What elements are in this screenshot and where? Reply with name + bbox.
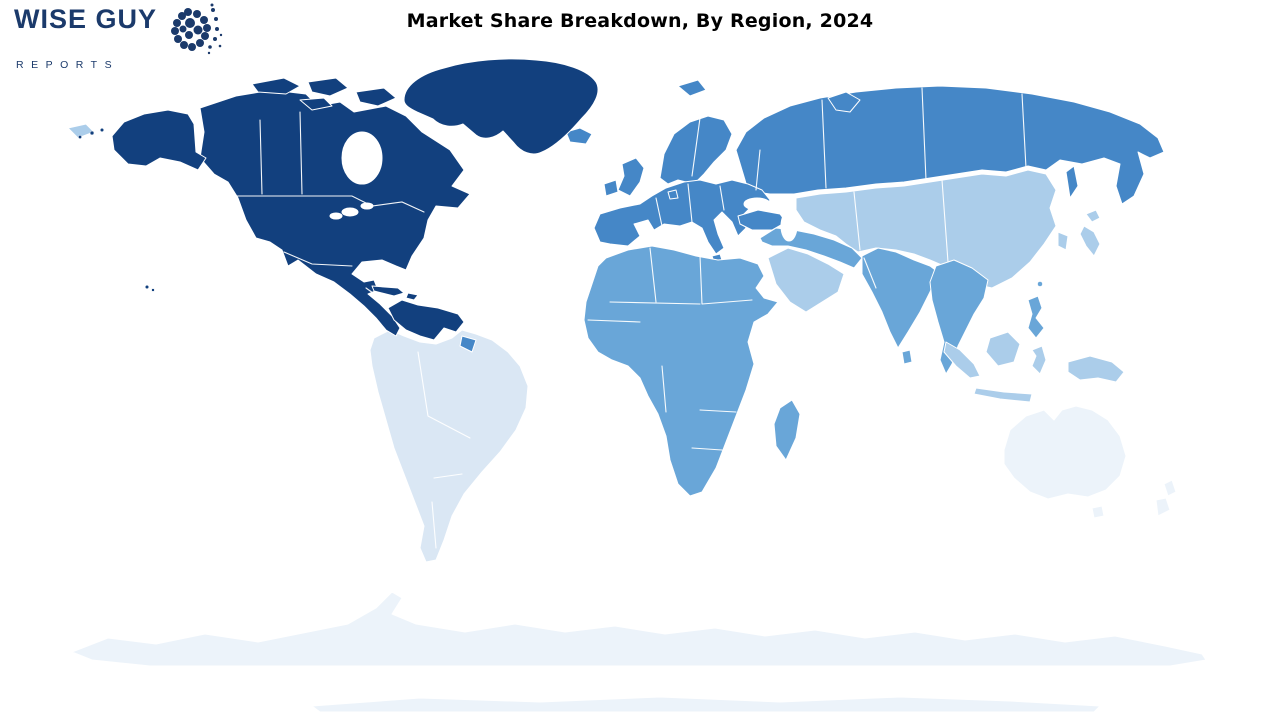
region-antarctica <box>71 591 1207 667</box>
region-south-america <box>369 329 529 563</box>
region-alaska <box>111 109 207 171</box>
region-australia <box>1003 405 1127 500</box>
country-border-lines <box>229 87 1027 549</box>
region-french-guiana <box>459 335 477 353</box>
border-us-mexico <box>283 251 353 267</box>
map-regions <box>67 58 1207 713</box>
region-philippines <box>1027 295 1045 339</box>
region-svalbard <box>677 79 707 97</box>
hudson-bay-water <box>341 131 383 185</box>
great-lake-3 <box>329 212 343 220</box>
region-antarctica-strip <box>311 696 1101 713</box>
region-sulawesi <box>1031 345 1047 375</box>
region-arctic-island-2 <box>307 77 349 97</box>
border-europe <box>655 183 725 227</box>
border-mexico-guatemala <box>365 287 381 299</box>
region-java <box>973 387 1033 403</box>
region-cuba <box>371 285 405 297</box>
region-central-asia-china <box>795 169 1057 289</box>
border-south-america <box>417 351 471 549</box>
region-new-zealand-north <box>1163 479 1177 497</box>
border-russia-internal <box>755 87 1027 191</box>
border-central-asia <box>853 179 949 263</box>
caspian-sea-water <box>780 210 798 242</box>
great-lake-1 <box>341 207 359 217</box>
region-ireland <box>603 179 619 197</box>
border-india-pakistan <box>863 257 877 289</box>
region-madagascar <box>773 399 801 461</box>
region-japan-main <box>1079 225 1101 257</box>
region-new-zealand-south <box>1155 497 1171 517</box>
logo-subtext: REPORTS <box>16 59 120 71</box>
region-taiwan <box>1037 281 1043 287</box>
region-hawaii-2 <box>151 288 155 292</box>
region-aleutian-2 <box>78 135 82 139</box>
region-arabian-peninsula <box>767 247 845 313</box>
region-borneo <box>985 331 1021 367</box>
region-greenland <box>403 58 599 155</box>
region-colombia-venezuela <box>387 299 465 341</box>
region-arctic-island-1 <box>251 77 301 95</box>
region-hispaniola <box>405 292 419 301</box>
region-africa <box>583 245 779 497</box>
region-novaya-zemlya <box>827 91 861 113</box>
region-sri-lanka <box>901 349 913 365</box>
region-korea <box>1057 231 1069 251</box>
region-new-guinea <box>1067 355 1125 383</box>
region-hawaii-1 <box>144 284 150 290</box>
region-denmark <box>667 189 679 200</box>
chart-title: Market Share Breakdown, By Region, 2024 <box>406 10 874 32</box>
region-uk <box>617 157 645 197</box>
dotted-head-dots <box>171 3 223 55</box>
region-iceland <box>565 127 593 145</box>
region-japan-hokkaido <box>1085 209 1101 223</box>
border-scandinavia <box>691 117 701 177</box>
logo-row: WISE GUY <box>14 3 224 55</box>
black-sea-water <box>743 197 771 211</box>
region-aleutian-3 <box>99 127 105 133</box>
region-tasmania <box>1091 505 1105 519</box>
logo-wordmark: WISE GUY <box>14 4 158 34</box>
region-arctic-island-4 <box>299 97 333 111</box>
wiseguy-logo: WISE GUY REPORTS <box>14 3 224 71</box>
border-us-canada <box>229 195 425 213</box>
border-africa-south <box>661 365 737 451</box>
region-turkey <box>737 209 787 231</box>
border-africa-north <box>587 247 753 323</box>
region-aleutian-1 <box>89 130 95 136</box>
dotted-head-icon <box>171 3 223 55</box>
region-arctic-island-3 <box>355 87 397 107</box>
region-sakhalin <box>1065 165 1079 199</box>
region-europe-mainland <box>593 179 771 255</box>
region-india <box>861 247 939 349</box>
region-sumatra <box>943 341 981 379</box>
border-canada-provinces <box>259 111 303 195</box>
